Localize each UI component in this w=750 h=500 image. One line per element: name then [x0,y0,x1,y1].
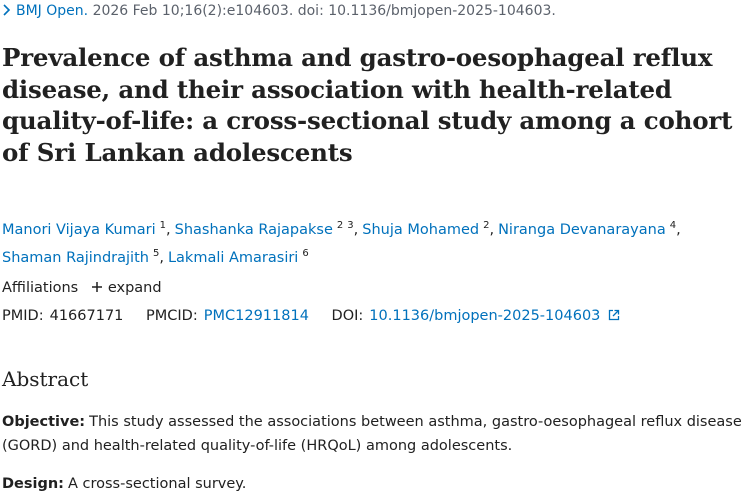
affiliation-ref[interactable]: 2 [336,220,344,231]
identifiers: PMID: 41667171 PMCID: PMC12911814 DOI: 10.1… [2,308,620,324]
article-title: Prevalence of asthma and gastro-oesophag… [2,43,733,167]
affiliations-label: Affiliations [2,280,79,296]
pmid: 41667171 [49,308,124,324]
pmcid-label: PMCID: [146,308,198,324]
author-name[interactable]: Niranga Devanarayana [498,221,666,238]
section-label: Design: [2,476,64,492]
chevron-icon [3,4,11,16]
doi-label: DOI: [331,308,364,324]
affiliation-ref[interactable]: 3 [347,220,354,231]
section-text: This study assessed the associations bet… [2,414,742,454]
doi-link[interactable]: 10.1136/bmjopen-2025-104603 [369,308,601,324]
pmid-label: PMID: [2,308,44,324]
author: Lakmali Amarasiri 6 [167,247,309,266]
author: Shashanka Rajapakse 2 3 [174,220,363,238]
affiliations-row: Affiliations expand [2,280,162,296]
affiliation-ref[interactable]: 1 [159,220,167,231]
author-name[interactable]: Shaman Rajindrajith [2,249,149,266]
section-label: Objective: [2,414,86,430]
abstract-section: Design: A cross-sectional survey. [2,472,747,496]
abstract-section: Objective: This study assessed the associ… [2,410,747,458]
citation: BMJ Open. 2026 Feb 10;16(2):e104603. doi… [2,3,556,19]
affiliation-ref[interactable]: 4 [669,220,677,231]
affiliation-ref[interactable]: 2 [483,220,490,231]
abstract-heading: Abstract [2,367,89,391]
author: Niranga Devanarayana 4 [498,220,685,238]
citation-details: 2026 Feb 10;16(2):e104603. doi: 10.1136/… [92,3,556,19]
author-list: Manori Vijaya Kumari1Shashanka Rajapakse… [2,214,742,270]
author: Shaman Rajindrajith 5 [2,247,168,266]
author-name[interactable]: Shashanka Rajapakse [174,221,333,238]
author-name[interactable]: Lakmali Amarasiri [167,249,299,266]
affiliation-ref[interactable]: 6 [302,247,309,259]
external-link-icon [608,309,620,321]
journal-link[interactable]: BMJ Open. [16,3,89,19]
pmcid-link[interactable]: PMC12911814 [203,308,309,324]
author: Shuja Mohamed 2 [362,220,498,238]
plus-icon [91,282,102,292]
expand-toggle[interactable]: expand [91,280,162,296]
section-text: A cross-sectional survey. [67,476,247,492]
author-name[interactable]: Shuja Mohamed [362,221,480,238]
affiliation-ref[interactable]: 5 [152,247,160,259]
expand-label[interactable]: expand [107,280,162,296]
author: Manori Vijaya Kumari 1 [2,220,175,238]
author-name[interactable]: Manori Vijaya Kumari [2,221,156,238]
